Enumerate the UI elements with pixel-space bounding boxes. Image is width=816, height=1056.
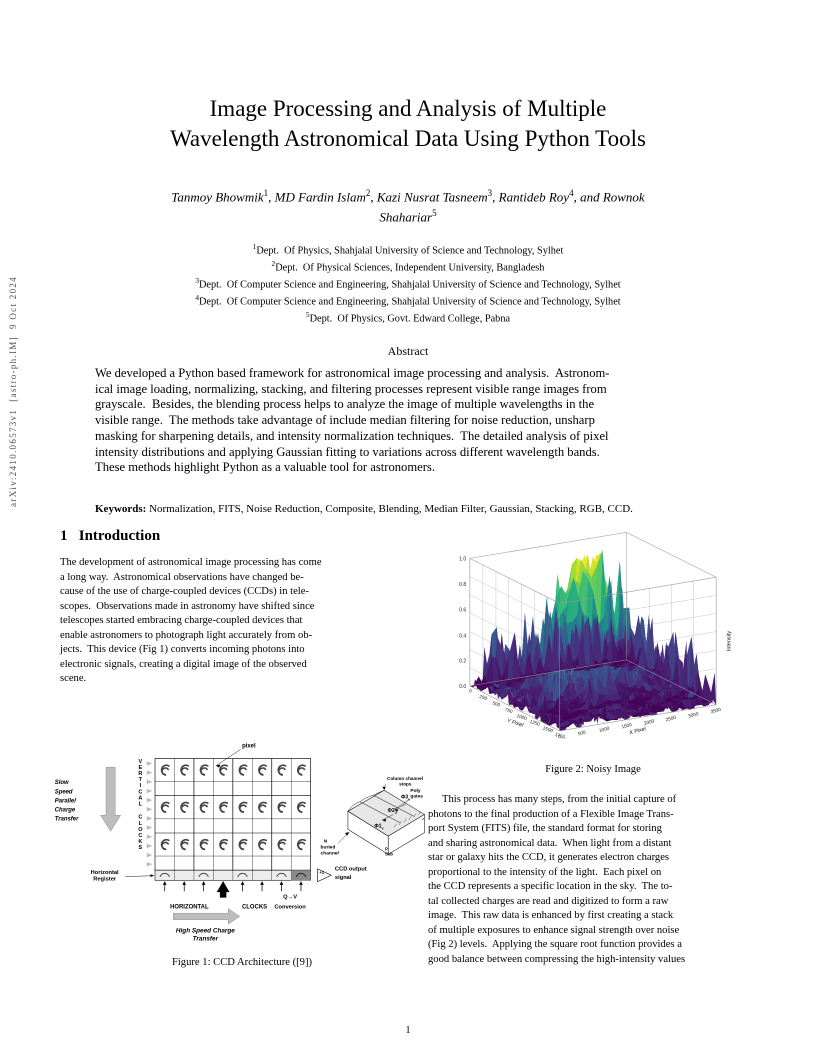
svg-text:Charge: Charge [55, 808, 76, 814]
svg-text:A: A [138, 795, 142, 801]
svg-text:+1: +1 [319, 870, 324, 875]
svg-text:stops: stops [399, 781, 412, 786]
svg-text:C: C [138, 815, 142, 821]
svg-text:Column channel: Column channel [387, 776, 423, 781]
svg-text:Transfer: Transfer [193, 936, 219, 943]
svg-text:Slow: Slow [55, 780, 69, 786]
svg-text:K: K [138, 839, 142, 845]
svg-text:Conversion: Conversion [274, 905, 306, 911]
svg-text:signal: signal [335, 875, 352, 881]
svg-text:1.0: 1.0 [459, 557, 466, 563]
svg-text:pixel: pixel [242, 743, 256, 749]
svg-text:Transfer: Transfer [55, 817, 79, 823]
svg-text:0.0: 0.0 [459, 684, 466, 690]
svg-text:Parallel: Parallel [55, 798, 76, 804]
svg-text:0.8: 0.8 [459, 582, 466, 588]
svg-text:channel: channel [321, 851, 339, 857]
svg-text:Sub: Sub [385, 852, 393, 857]
svg-text:P: P [385, 847, 388, 852]
svg-text:buried: buried [321, 845, 336, 851]
svg-text:Poly: Poly [410, 788, 421, 794]
svg-text:CLOCKS: CLOCKS [242, 905, 267, 911]
svg-text:C: C [138, 789, 142, 795]
svg-text:E: E [139, 765, 143, 771]
svg-text:Intensity: Intensity [727, 631, 733, 651]
svg-text:CCD output: CCD output [335, 867, 367, 873]
svg-text:O: O [138, 827, 143, 833]
svg-text:Register: Register [93, 876, 117, 882]
svg-text:0.2: 0.2 [459, 659, 466, 665]
svg-text:Horizontal: Horizontal [91, 870, 119, 876]
svg-text:HORIZONTAL: HORIZONTAL [170, 905, 209, 911]
svg-text:Q→V: Q→V [283, 895, 297, 901]
svg-text:gates: gates [410, 794, 423, 800]
svg-text:C: C [138, 833, 142, 839]
svg-text:R: R [138, 771, 142, 777]
svg-text:0.6: 0.6 [459, 607, 466, 613]
svg-text:N: N [324, 839, 328, 845]
svg-text:0.4: 0.4 [459, 633, 466, 639]
svg-text:V: V [139, 759, 143, 765]
svg-text:Speed: Speed [55, 789, 73, 795]
svg-text:High Speed Charge: High Speed Charge [176, 927, 235, 934]
svg-text:S: S [139, 845, 143, 851]
